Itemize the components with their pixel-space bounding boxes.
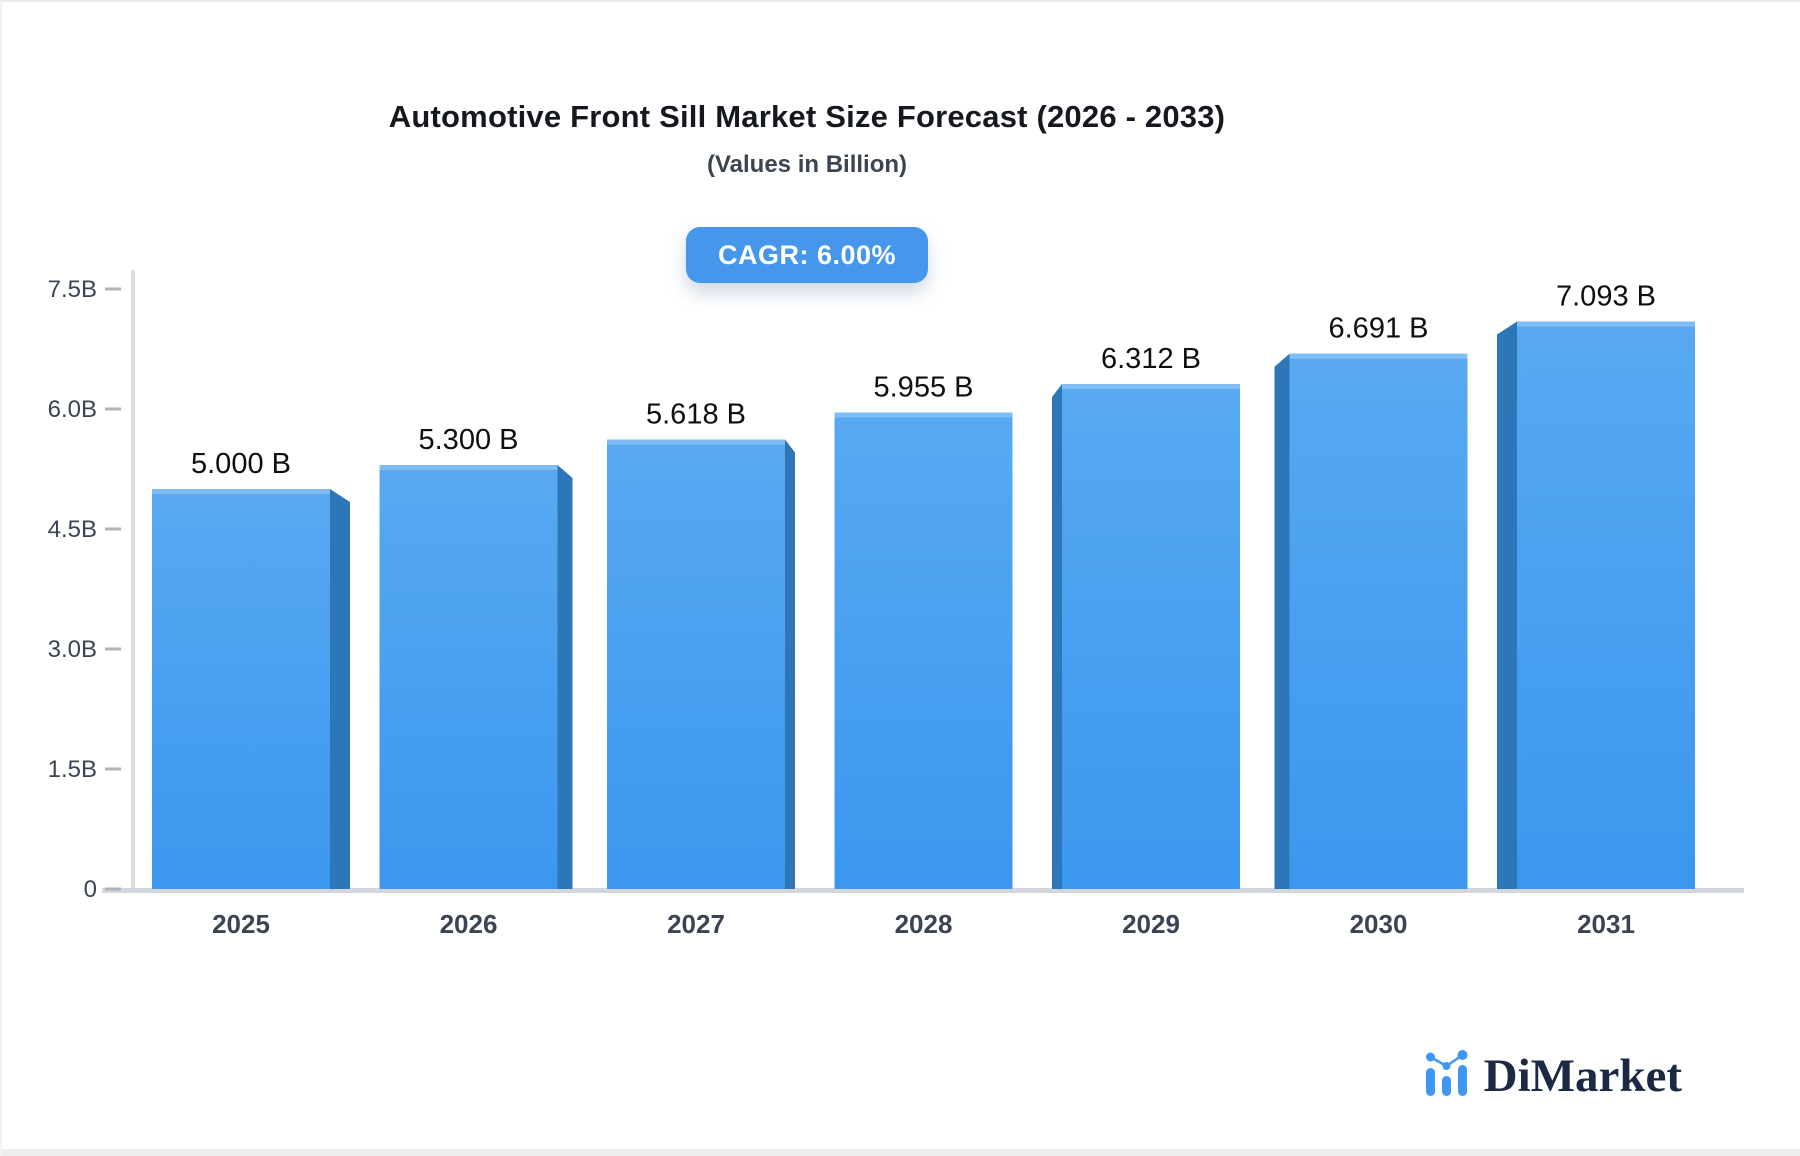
bar [607,439,785,889]
y-tick-label: 3.0B [48,636,97,663]
y-tick-dash [105,647,121,651]
bar-chart-logo-icon [1425,1050,1468,1096]
bar-value-label: 6.312 B [1101,343,1201,375]
bar-side-face [785,439,795,889]
bar-value-label: 7.093 B [1556,281,1656,313]
y-tick-dash [105,287,121,291]
y-tick-label: 6.0B [48,396,97,423]
cagr-badge: CAGR: 6.00% [685,227,929,283]
y-tick-dash [105,887,121,891]
chart-title: Automotive Front Sill Market Size Foreca… [388,99,1226,134]
bar [152,489,330,889]
bar [1062,384,1240,889]
bar-top-highlight [607,439,785,445]
y-tick-dash [105,407,121,411]
bar [834,412,1013,889]
y-tick-label: 0 [84,876,97,903]
x-tick-label: 2025 [212,909,270,939]
bar-value-label: 6.691 B [1329,313,1429,345]
bar-value-label: 5.618 B [646,399,746,431]
bar [1517,321,1695,889]
bar [379,465,558,889]
bar-top-highlight [152,489,330,494]
bar [1289,353,1468,890]
bar-value-label: 5.955 B [874,372,974,404]
y-tick-label: 7.5B [48,276,97,303]
y-tick-dash [105,527,121,531]
brand-logo: DiMarket [1422,1040,1682,1100]
x-tick-label: 2030 [1350,909,1408,939]
x-axis-line [102,888,1744,893]
x-tick-label: 2026 [440,909,498,939]
bar-side-face [1274,353,1290,890]
bar-side-face [330,489,350,889]
y-axis-line [131,270,135,892]
bar-value-label: 5.000 B [191,448,291,480]
bar-side-face [1497,321,1517,889]
bar-side-face [557,465,573,889]
x-tick-label: 2029 [1122,909,1180,939]
bar-top-highlight [1289,353,1468,359]
y-tick-label: 4.5B [48,516,97,543]
x-tick-label: 2027 [667,909,725,939]
bar-value-label: 5.300 B [419,424,519,456]
bottom-edge-divider [2,1149,1800,1156]
bar-top-highlight [834,412,1013,418]
bar-side-face [1052,384,1062,889]
bar-top-highlight [1517,321,1695,327]
bar-top-highlight [1062,384,1240,390]
x-tick-label: 2028 [895,909,953,939]
bar-top-highlight [379,465,558,470]
x-tick-label: 2031 [1577,909,1635,939]
chart-subtitle: (Values in Billion) [706,151,908,178]
y-tick-label: 1.5B [48,756,97,783]
y-tick-dash [105,767,121,771]
brand-name: DiMarket [1483,1050,1682,1102]
